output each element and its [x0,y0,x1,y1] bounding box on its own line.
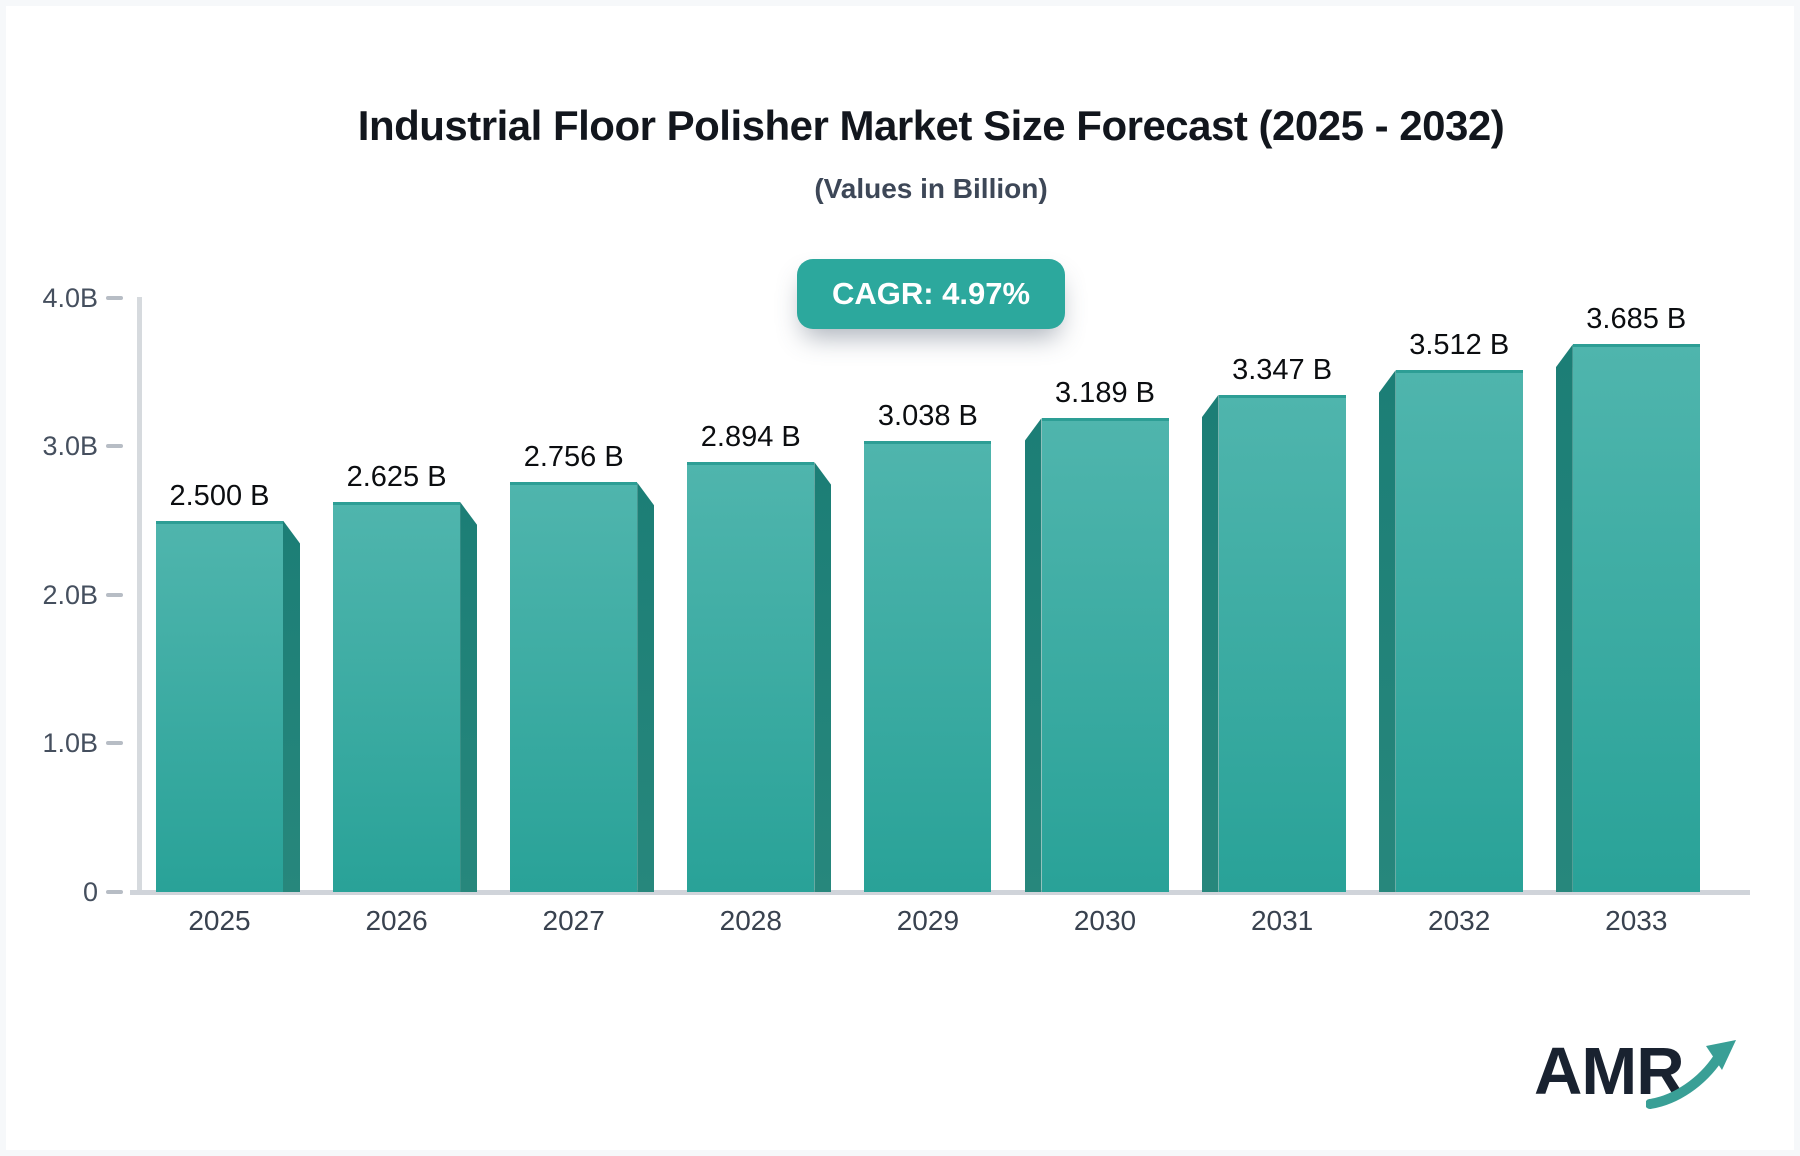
y-tick-mark [106,592,123,597]
x-axis-label-2033: 2033 [1605,905,1668,936]
amr-logo: AMR [1534,1032,1736,1122]
cagr-badge-wrap: CAGR: 4.97% [56,259,1794,329]
bar-chart-plot: 0 1.0B 2.0B 3.0B 4.0B 2.500 B 2025 2.625 B 2026 2… [6,6,1794,1150]
chart-title: Industrial Floor Polisher Market Size Fo… [357,102,1505,149]
y-tick-label: 1.0B [42,728,98,759]
amr-logo-text: AMR [1534,1034,1685,1109]
y-tick-label: 3.0B [42,431,98,462]
bar-value-label: 3.038 B [877,399,978,432]
bar-2029[interactable] [864,440,992,892]
bar-side-3d [1378,370,1396,892]
bar-2025[interactable] [156,520,283,892]
bar-side-3d [1201,394,1219,892]
y-tick-mark [106,444,123,449]
cagr-badge: CAGR: 4.97% [796,259,1066,329]
bar-value-label: 3.189 B [1055,377,1155,410]
bar-2027[interactable] [510,482,638,892]
bar-2028[interactable] [687,461,815,892]
bar-side-3d [814,461,832,892]
bar-2032[interactable] [1395,370,1523,892]
x-axis-label-2031: 2031 [1250,905,1314,936]
bar-value-label: 3.685 B [1586,303,1687,336]
chart-header: Industrial Floor Polisher Market Size Fo… [56,6,1794,346]
bar-value-label: 2.756 B [523,441,624,474]
bar-value-label: 3.347 B [1232,353,1333,386]
x-axis-label-2028: 2028 [719,905,782,936]
bar-value-label: 2.894 B [700,420,801,453]
x-axis-line [130,890,1750,895]
bar-side-3d [637,482,655,892]
x-axis-label-2026: 2026 [365,905,428,936]
x-axis-label-2029: 2029 [896,905,960,936]
bar-side-3d [283,520,300,892]
chart-subtitle: (Values in Billion) [814,173,1048,204]
bar-side-3d [460,501,478,892]
x-axis-label-2030: 2030 [1073,905,1137,936]
bar-value-label: 2.500 B [169,479,270,512]
y-tick-label: 2.0B [42,579,98,610]
y-tick-mark [106,741,123,746]
bar-side-3d [1555,344,1573,892]
bar-side-3d [1024,418,1042,892]
bar-2030[interactable] [1041,418,1169,892]
y-tick-mark [106,295,123,300]
x-axis-label-2025: 2025 [188,905,251,936]
y-tick-label: 0 [82,877,98,907]
growth-arrow-icon [1646,1040,1736,1109]
x-axis-label-2027: 2027 [542,905,605,936]
bar-value-label: 3.512 B [1409,329,1510,362]
y-axis-line [137,297,142,895]
bar-2031[interactable] [1218,394,1346,892]
x-axis-label-2032: 2032 [1428,905,1491,936]
bar-2026[interactable] [333,501,461,892]
y-tick-label: 4.0B [42,282,98,313]
bar-value-label: 2.625 B [346,460,447,493]
bar-2033[interactable] [1572,344,1700,892]
y-tick-mark [106,890,123,894]
